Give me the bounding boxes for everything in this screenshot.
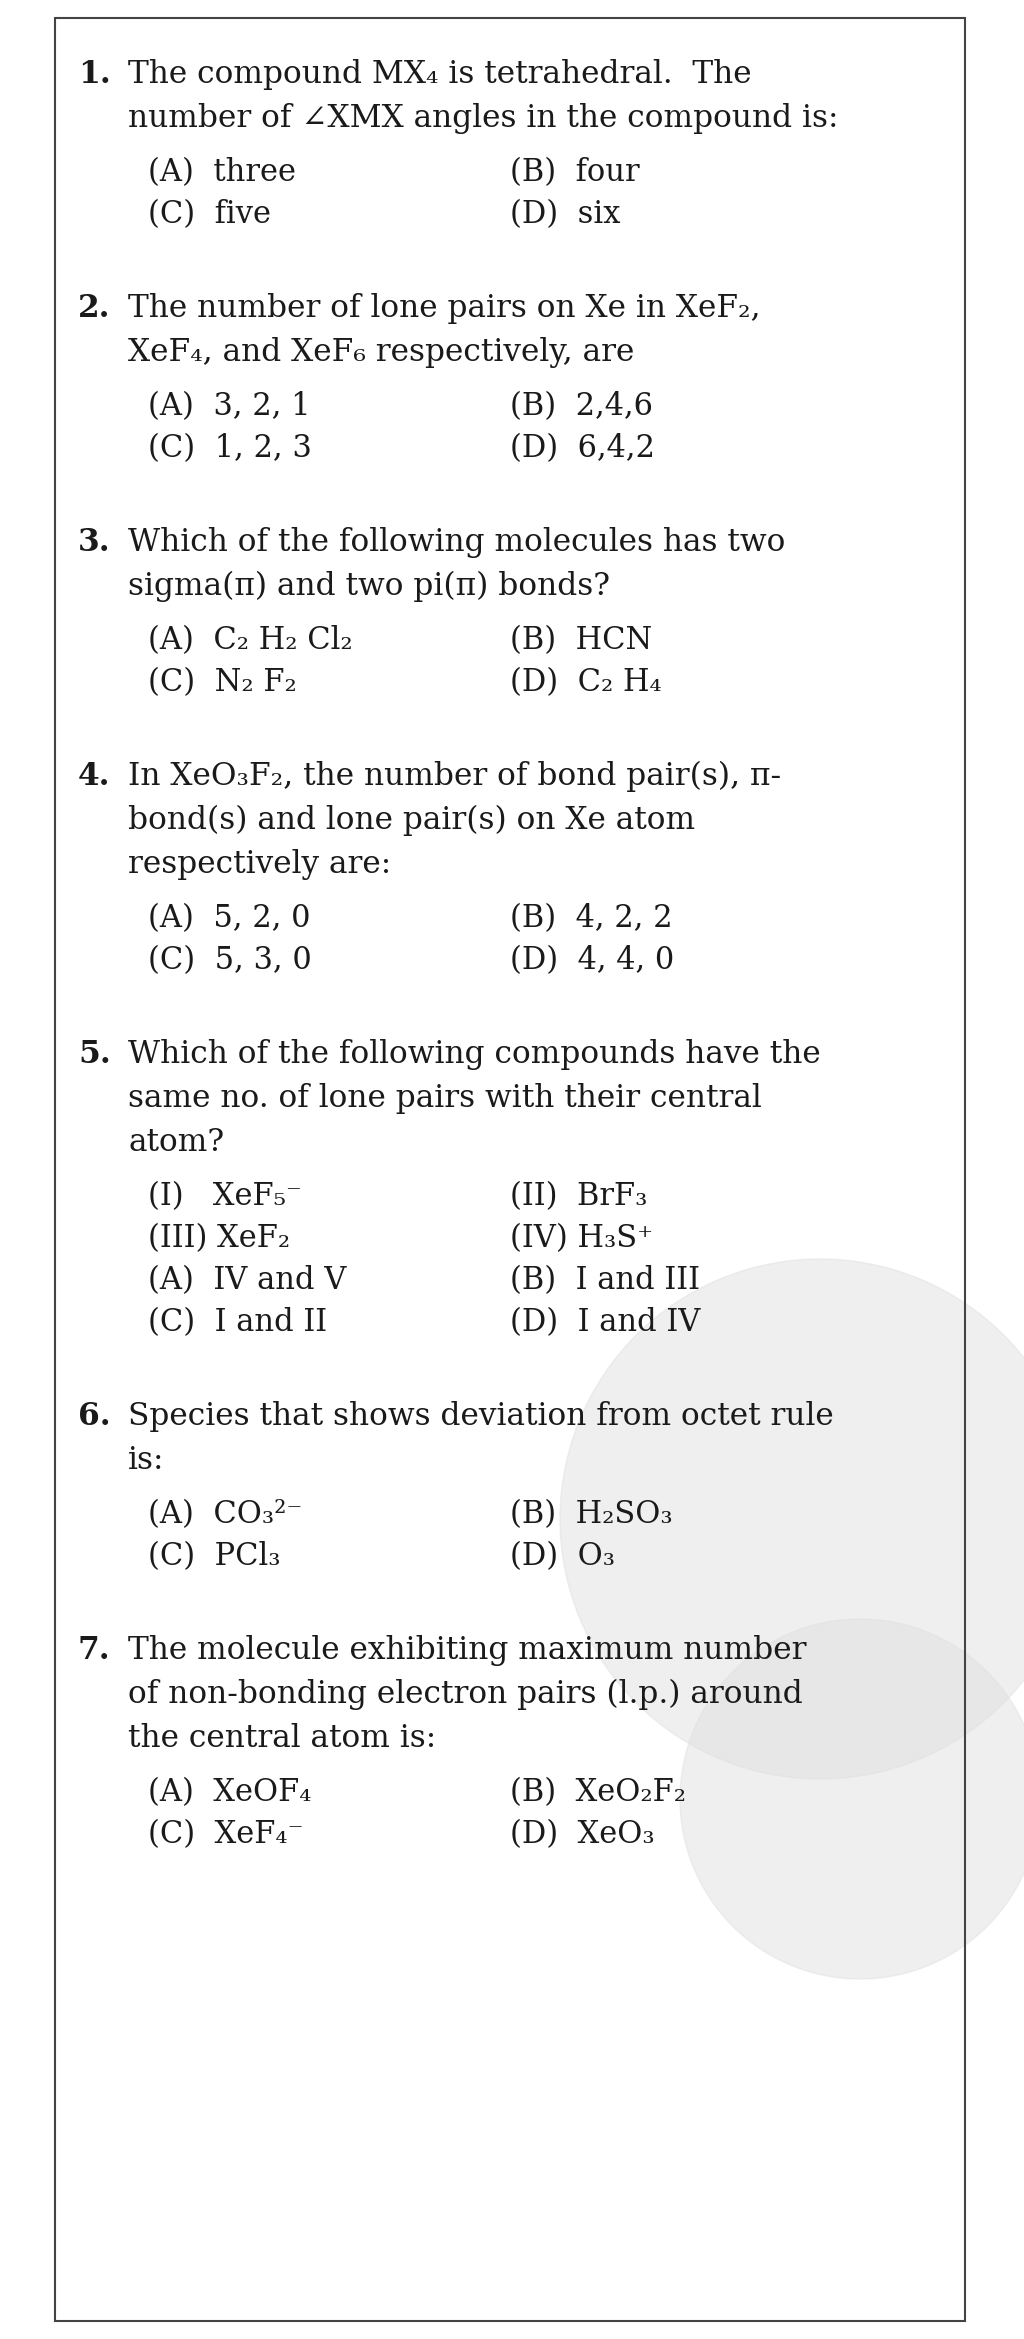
Text: The molecule exhibiting maximum number: The molecule exhibiting maximum number [128, 1635, 807, 1665]
Text: (B)  H₂SO₃: (B) H₂SO₃ [510, 1499, 673, 1530]
Text: (D)  I and IV: (D) I and IV [510, 1308, 700, 1338]
Text: number of ∠XMX angles in the compound is:: number of ∠XMX angles in the compound is… [128, 103, 839, 133]
Text: same no. of lone pairs with their central: same no. of lone pairs with their centra… [128, 1083, 762, 1113]
Text: (B)  I and III: (B) I and III [510, 1265, 700, 1296]
Text: The number of lone pairs on Xe in XeF₂,: The number of lone pairs on Xe in XeF₂, [128, 292, 761, 325]
Text: the central atom is:: the central atom is: [128, 1724, 436, 1754]
Text: In XeO₃F₂, the number of bond pair(s), π-: In XeO₃F₂, the number of bond pair(s), π… [128, 760, 781, 793]
Text: (D)  XeO₃: (D) XeO₃ [510, 1820, 654, 1850]
Text: (IV) H₃S⁺: (IV) H₃S⁺ [510, 1223, 653, 1254]
Text: (A)  C₂ H₂ Cl₂: (A) C₂ H₂ Cl₂ [148, 625, 352, 655]
Text: The compound MX₄ is tetrahedral.  The: The compound MX₄ is tetrahedral. The [128, 58, 752, 89]
Text: (D)  4, 4, 0: (D) 4, 4, 0 [510, 945, 674, 975]
Text: Species that shows deviation from octet rule: Species that shows deviation from octet … [128, 1401, 834, 1431]
Text: 6.: 6. [78, 1401, 111, 1431]
Text: (C)  1, 2, 3: (C) 1, 2, 3 [148, 433, 312, 463]
Text: (D)  O₃: (D) O₃ [510, 1541, 615, 1572]
Text: (A)  three: (A) three [148, 157, 296, 187]
Text: bond(s) and lone pair(s) on Xe atom: bond(s) and lone pair(s) on Xe atom [128, 805, 695, 837]
Text: (II)  BrF₃: (II) BrF₃ [510, 1181, 647, 1212]
Text: Which of the following molecules has two: Which of the following molecules has two [128, 526, 785, 559]
Text: (C)  five: (C) five [148, 199, 271, 229]
Text: Which of the following compounds have the: Which of the following compounds have th… [128, 1039, 821, 1069]
Text: respectively are:: respectively are: [128, 849, 391, 879]
Text: of non-bonding electron pairs (l.p.) around: of non-bonding electron pairs (l.p.) aro… [128, 1679, 803, 1710]
Text: (B)  four: (B) four [510, 157, 640, 187]
Text: (III) XeF₂: (III) XeF₂ [148, 1223, 290, 1254]
Text: XeF₄, and XeF₆ respectively, are: XeF₄, and XeF₆ respectively, are [128, 337, 635, 367]
Text: (C)  PCl₃: (C) PCl₃ [148, 1541, 281, 1572]
Bar [55, 19, 965, 2320]
Text: (I)   XeF₅⁻: (I) XeF₅⁻ [148, 1181, 302, 1212]
Text: (C)  5, 3, 0: (C) 5, 3, 0 [148, 945, 311, 975]
Text: (A)  5, 2, 0: (A) 5, 2, 0 [148, 903, 310, 933]
Text: 2.: 2. [78, 292, 111, 325]
Text: (A)  3, 2, 1: (A) 3, 2, 1 [148, 391, 310, 421]
Text: (D)  6,4,2: (D) 6,4,2 [510, 433, 655, 463]
Text: (D)  C₂ H₄: (D) C₂ H₄ [510, 667, 662, 697]
Text: is:: is: [128, 1446, 165, 1476]
Text: 4.: 4. [78, 760, 111, 793]
Text: 5.: 5. [78, 1039, 111, 1069]
Text: 7.: 7. [78, 1635, 111, 1665]
Circle shape [680, 1619, 1024, 1979]
Circle shape [560, 1258, 1024, 1780]
Text: (A)  CO₃²⁻: (A) CO₃²⁻ [148, 1499, 302, 1530]
Text: (A)  XeOF₄: (A) XeOF₄ [148, 1778, 311, 1808]
Text: 3.: 3. [78, 526, 111, 559]
Text: (B)  2,4,6: (B) 2,4,6 [510, 391, 653, 421]
Text: 1.: 1. [78, 58, 111, 89]
Text: sigma(π) and two pi(π) bonds?: sigma(π) and two pi(π) bonds? [128, 571, 610, 601]
Text: (D)  six: (D) six [510, 199, 621, 229]
Text: (A)  IV and V: (A) IV and V [148, 1265, 346, 1296]
Text: (B)  HCN: (B) HCN [510, 625, 652, 655]
Text: (C)  I and II: (C) I and II [148, 1308, 327, 1338]
Text: (B)  XeO₂F₂: (B) XeO₂F₂ [510, 1778, 686, 1808]
Text: (B)  4, 2, 2: (B) 4, 2, 2 [510, 903, 673, 933]
Text: (C)  XeF₄⁻: (C) XeF₄⁻ [148, 1820, 304, 1850]
Text: atom?: atom? [128, 1127, 224, 1158]
Text: (C)  N₂ F₂: (C) N₂ F₂ [148, 667, 297, 697]
